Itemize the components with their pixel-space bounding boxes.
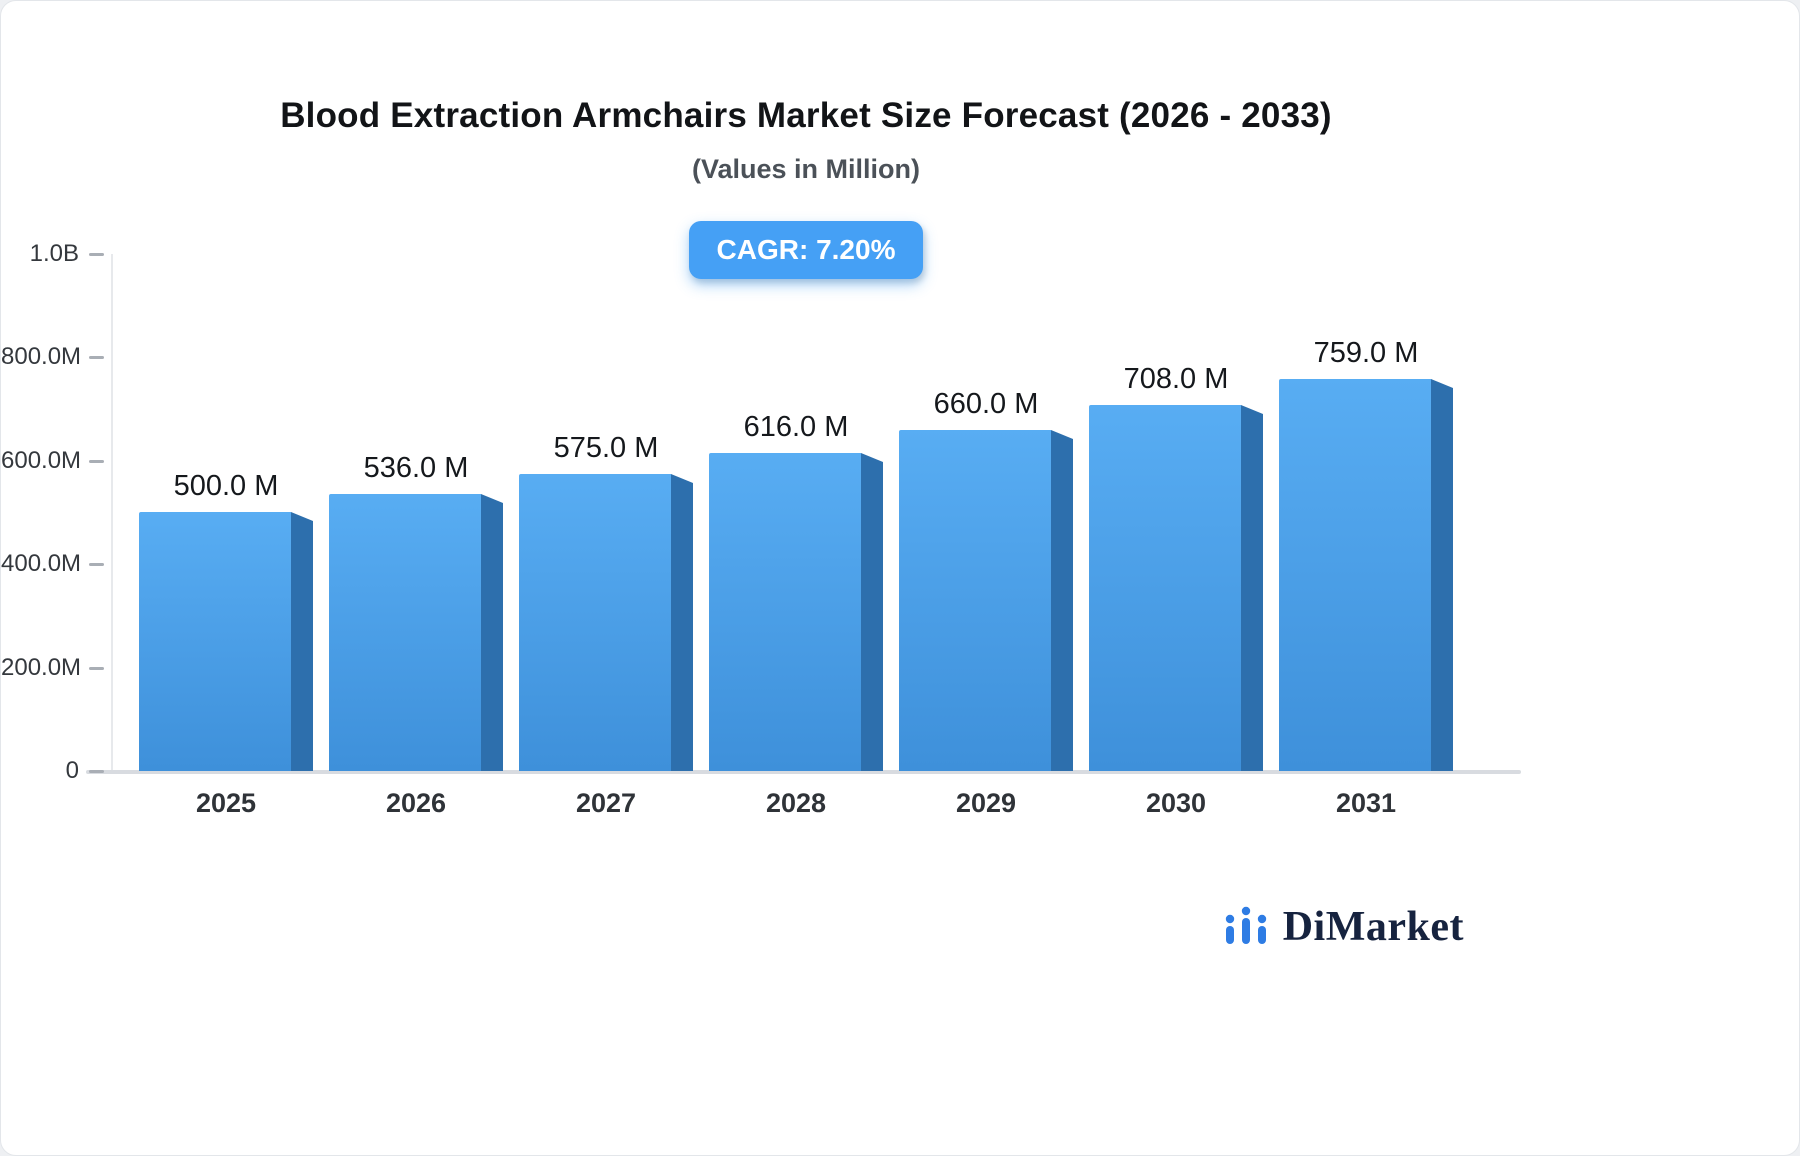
bar-front-face <box>329 494 481 771</box>
bar <box>329 494 503 771</box>
bar-side-face <box>671 474 693 771</box>
bar-value-label: 500.0 M <box>173 470 279 502</box>
bar-side-face <box>1431 379 1453 771</box>
bar-front-face <box>1089 405 1241 771</box>
y-axis-tick-label: 600.0M <box>1 446 82 474</box>
logo: DiMarket <box>1221 899 1464 954</box>
chart-title: Blood Extraction Armchairs Market Size F… <box>280 96 1332 135</box>
x-axis-label: 2027 <box>575 788 637 818</box>
bar-side-face <box>1051 430 1073 771</box>
bar-side-face <box>1241 405 1263 771</box>
bar-value-label: 575.0 M <box>553 432 659 464</box>
bar-side-face <box>861 453 883 771</box>
bar <box>899 430 1073 771</box>
y-axis-tick-dash <box>89 459 104 463</box>
x-axis-label: 2026 <box>385 788 447 818</box>
y-axis-line <box>111 254 113 771</box>
y-axis-tick-label: 400.0M <box>1 550 82 578</box>
y-axis-tick-label: 1.0B <box>29 240 79 267</box>
bar-value-label: 759.0 M <box>1313 337 1419 369</box>
y-axis-tick-dash <box>89 253 104 256</box>
chart-subtitle: (Values in Million) <box>691 154 921 184</box>
y-axis-tick-dash <box>89 563 104 567</box>
chart-header: Blood Extraction Armchairs Market Size F… <box>1 1 1611 279</box>
bar-side-face <box>291 512 313 771</box>
logo-text: DiMarket <box>1282 903 1464 950</box>
y-axis-tick-dash <box>89 666 104 670</box>
bar-value-label: 616.0 M <box>743 411 849 443</box>
bar <box>709 453 883 771</box>
y-axis-tick-label: 800.0M <box>1 343 82 371</box>
y-axis-tick-label: 0 <box>65 757 79 784</box>
bar-value-label: 708.0 M <box>1123 363 1229 395</box>
bar <box>1089 405 1263 771</box>
bar <box>519 474 693 771</box>
x-axis-label: 2028 <box>765 788 827 818</box>
bar-front-face <box>519 474 671 771</box>
bar-front-face <box>139 512 291 771</box>
bar <box>1279 379 1453 771</box>
bar-value-label: 660.0 M <box>933 388 1039 420</box>
bar-side-face <box>481 494 503 771</box>
x-axis-label: 2025 <box>195 788 257 818</box>
x-axis-label: 2030 <box>1145 788 1207 818</box>
bar-front-face <box>709 453 861 771</box>
bar-value-label: 536.0 M <box>363 452 469 484</box>
bar-front-face <box>899 430 1051 771</box>
bar <box>139 512 313 771</box>
y-axis-tick-dash <box>89 770 104 773</box>
x-axis-baseline <box>86 770 1521 774</box>
x-axis-label: 2031 <box>1335 788 1397 818</box>
bar-front-face <box>1279 379 1431 771</box>
y-axis-tick-label: 200.0M <box>1 653 82 681</box>
cagr-badge: CAGR: 7.20% <box>688 221 924 279</box>
y-axis-tick-dash <box>89 356 104 360</box>
x-axis-label: 2029 <box>955 788 1017 818</box>
bar-chart-dots-icon <box>1221 899 1271 954</box>
